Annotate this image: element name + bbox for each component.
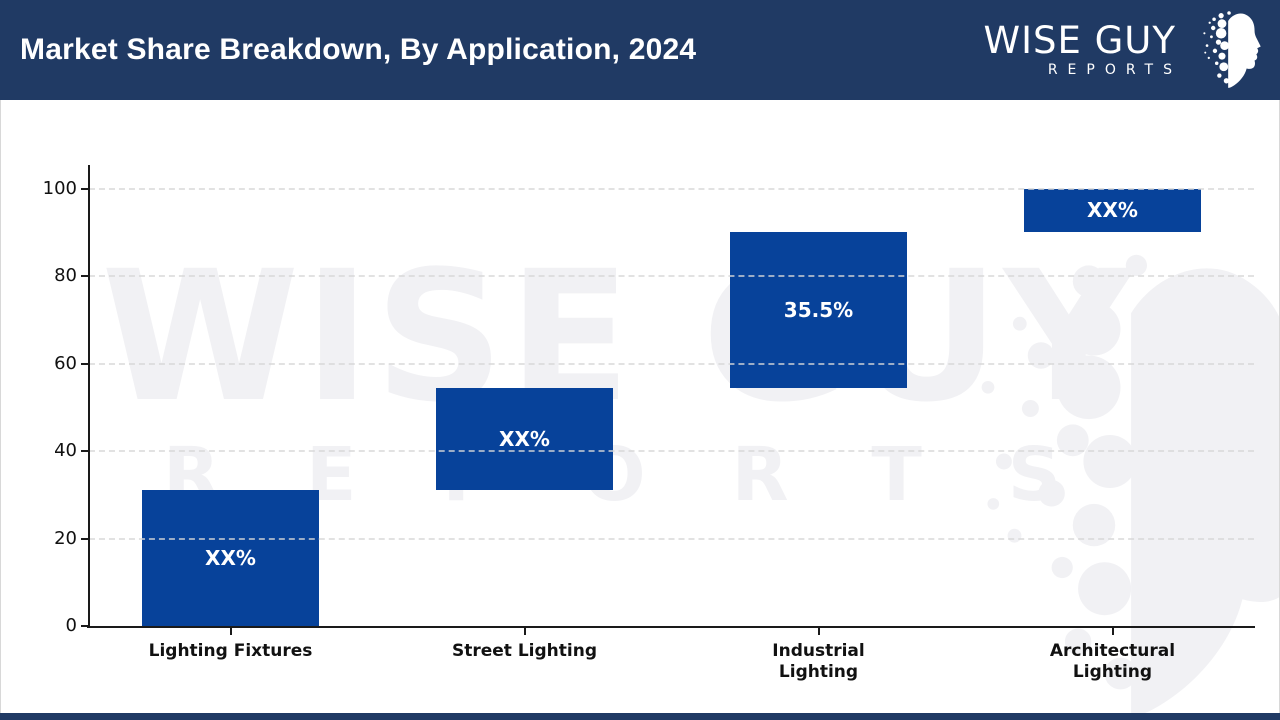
bar-value-label: XX% [1087, 198, 1138, 223]
header-bar: Market Share Breakdown, By Application, … [0, 0, 1280, 100]
page-title: Market Share Breakdown, By Application, … [20, 33, 697, 66]
brand-name: WISE GUY [983, 19, 1176, 62]
y-tick-mark-60 [81, 362, 88, 365]
gridline-60 [89, 362, 1254, 365]
bar-value-label: XX% [205, 546, 256, 571]
chart-area: WISE GUY REPORTS 0 20 40 60 80 100 XX [0, 100, 1280, 713]
y-tick-mark-40 [81, 450, 88, 452]
category-label-lighting-fixtures: Lighting Fixtures [148, 641, 313, 661]
y-axis-line [88, 165, 90, 628]
y-tick-mark-20 [81, 537, 88, 540]
gridline-20 [89, 537, 1254, 540]
x-tick-mark-2 [523, 628, 526, 635]
y-tick-label-20: 20 [54, 527, 77, 549]
brand-logo: WISE GUY REPORTS [984, 8, 1270, 92]
y-tick-label-0: 0 [65, 615, 77, 636]
x-tick-mark-3 [817, 628, 820, 635]
y-tick-label-100: 100 [42, 177, 77, 199]
x-tick-mark-1 [229, 628, 232, 635]
bar-industrial-lighting: 35.5% [730, 232, 907, 388]
bar-value-label: 35.5% [783, 297, 854, 322]
brand-face-icon [1203, 11, 1261, 88]
y-tick-mark-100 [81, 187, 88, 190]
gridline-40 [89, 450, 1254, 452]
y-tick-mark-80 [81, 275, 88, 277]
y-tick-label-40: 40 [54, 440, 77, 461]
brand-text: WISE GUY REPORTS [984, 22, 1176, 78]
gridline-80 [89, 275, 1254, 277]
y-tick-label-60: 60 [54, 352, 77, 374]
bar-street-lighting: XX% [436, 387, 613, 491]
bar-architectural-lighting: XX% [1024, 188, 1201, 233]
category-label-industrial-lighting: Industrial Lighting [772, 641, 865, 682]
brand-subtitle: REPORTS [1047, 62, 1182, 78]
category-label-street-lighting: Street Lighting [451, 641, 597, 661]
gridline-100 [89, 187, 1254, 190]
bar-lighting-fixtures: XX% [142, 490, 319, 626]
y-tick-label-80: 80 [54, 265, 77, 286]
x-axis-line [87, 626, 1255, 628]
bar-value-label: XX% [499, 426, 550, 451]
footer-strip [0, 713, 1280, 720]
y-tick-mark-0 [81, 625, 88, 627]
x-tick-mark-4 [1111, 628, 1114, 635]
category-label-architectural-lighting: Architectural Lighting [1049, 641, 1176, 682]
